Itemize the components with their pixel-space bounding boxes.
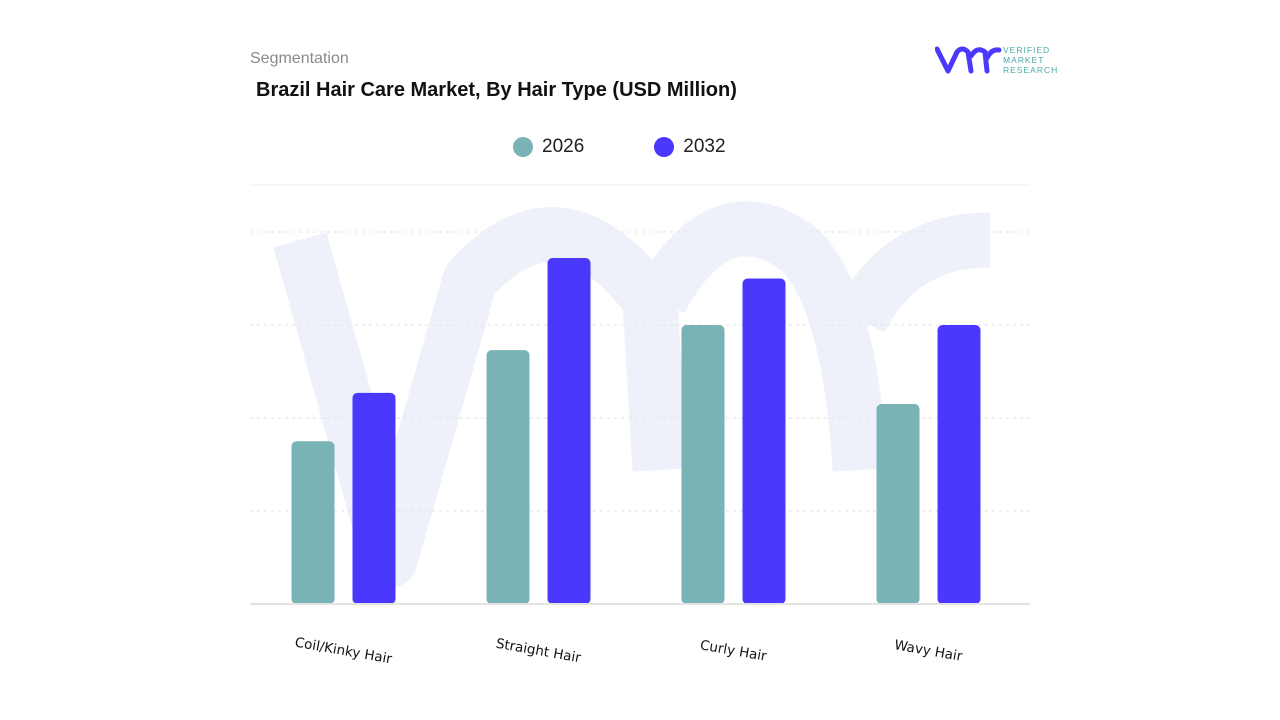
- logo-text-3: RESEARCH: [1003, 65, 1058, 75]
- bar-2026-2: [681, 325, 725, 604]
- legend-item-2032: 2032: [654, 136, 726, 158]
- legend-item-2026: 2026: [513, 136, 584, 158]
- bar-2032-1: [547, 258, 591, 604]
- bar-2032-2: [742, 278, 786, 604]
- bar-2032-0: [352, 392, 396, 604]
- chart-title: Brazil Hair Care Market, By Hair Type (U…: [256, 79, 737, 101]
- legend-dot-2026: [513, 137, 533, 157]
- bar-2032-3: [937, 325, 981, 604]
- x-tick-label: Straight Hair: [495, 636, 583, 667]
- legend: 2026 2032: [513, 136, 726, 158]
- logo-text-2: MARKET: [1003, 55, 1044, 65]
- x-tick-label: Coil/Kinky Hair: [294, 635, 394, 668]
- legend-label-2026: 2026: [542, 136, 585, 157]
- x-tick-label: Curly Hair: [699, 637, 768, 665]
- x-tick-label: Wavy Hair: [893, 637, 964, 665]
- logo-text-1: VERIFIED: [1003, 45, 1050, 55]
- bar-2026-3: [876, 404, 920, 604]
- legend-label-2032: 2032: [683, 136, 726, 157]
- vmr-logo: VERIFIED MARKET RESEARCH: [934, 44, 1060, 81]
- legend-dot-2032: [654, 137, 675, 157]
- segment-label: Segmentation: [250, 50, 349, 67]
- bar-2026-1: [486, 350, 530, 604]
- vmr-watermark: [273, 201, 991, 588]
- bar-2026-0: [291, 441, 335, 604]
